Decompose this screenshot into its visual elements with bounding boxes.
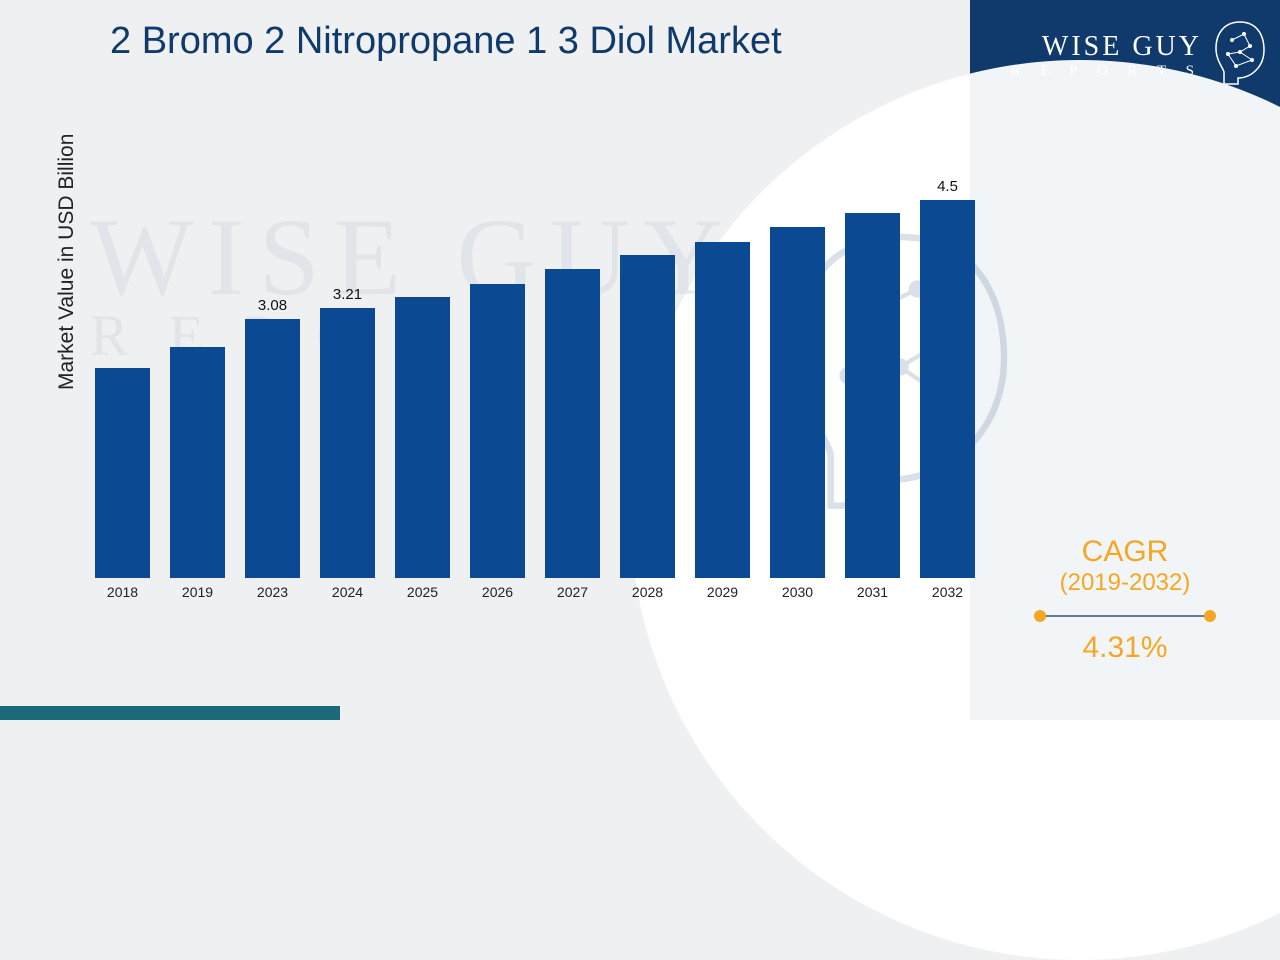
bar-2024: 3.21 2024 — [320, 286, 375, 600]
cagr-value: 4.31% — [1010, 631, 1240, 665]
cagr-divider — [1040, 615, 1210, 617]
bar-2027: 2027 — [545, 247, 600, 600]
bar-rect — [695, 242, 750, 578]
bar-x-label: 2023 — [257, 584, 288, 600]
bottom-accent-bar — [0, 706, 340, 720]
brand-line2: R E P O R T S — [1011, 63, 1202, 80]
cagr-box: CAGR (2019-2032) 4.31% — [1010, 535, 1240, 665]
bar-rect — [545, 269, 600, 578]
bar-2026: 2026 — [470, 262, 525, 600]
bar-2018: 2018 — [95, 346, 150, 600]
bar-2029: 2029 — [695, 220, 750, 600]
bar-x-label: 2026 — [482, 584, 513, 600]
bar-x-label: 2030 — [782, 584, 813, 600]
bar-x-label: 2028 — [632, 584, 663, 600]
bar-rect — [470, 284, 525, 578]
bar-rect — [320, 308, 375, 578]
bar-value-label: 3.21 — [333, 286, 362, 304]
y-axis-label: Market Value in USD Billion — [55, 134, 79, 390]
bar-x-label: 2019 — [182, 584, 213, 600]
bar-2032: 4.5 2032 — [920, 178, 975, 600]
bar-2019: 2019 — [170, 325, 225, 600]
bar-value-label: 4.5 — [937, 178, 958, 196]
brand-logo: WISE GUY R E P O R T S — [980, 20, 1270, 90]
bar-value-label: 3.08 — [258, 297, 287, 315]
bar-x-label: 2025 — [407, 584, 438, 600]
bar-2023: 3.08 2023 — [245, 297, 300, 600]
brain-icon — [1210, 20, 1270, 90]
chart-title: 2 Bromo 2 Nitropropane 1 3 Diol Market — [110, 20, 782, 64]
bar-rect — [170, 347, 225, 578]
bar-rect — [395, 297, 450, 578]
bar-2025: 2025 — [395, 275, 450, 600]
bar-rect — [95, 368, 150, 578]
bar-x-label: 2032 — [932, 584, 963, 600]
bar-rect — [770, 227, 825, 578]
bar-2028: 2028 — [620, 233, 675, 600]
bar-x-label: 2029 — [707, 584, 738, 600]
brand-line1: WISE GUY — [1011, 31, 1202, 63]
bar-x-label: 2024 — [332, 584, 363, 600]
bar-x-label: 2031 — [857, 584, 888, 600]
bar-rect — [245, 319, 300, 578]
bar-2030: 2030 — [770, 205, 825, 600]
cagr-period: (2019-2032) — [1010, 569, 1240, 597]
cagr-title: CAGR — [1010, 535, 1240, 569]
bar-chart: 2018 2019 3.08 2023 3.21 2024 2025 2026 2027 2028… — [95, 150, 975, 630]
bar-rect — [620, 255, 675, 578]
bar-rect — [920, 200, 975, 578]
bar-rect — [845, 213, 900, 578]
bar-x-label: 2027 — [557, 584, 588, 600]
bar-x-label: 2018 — [107, 584, 138, 600]
bar-2031: 2031 — [845, 191, 900, 600]
